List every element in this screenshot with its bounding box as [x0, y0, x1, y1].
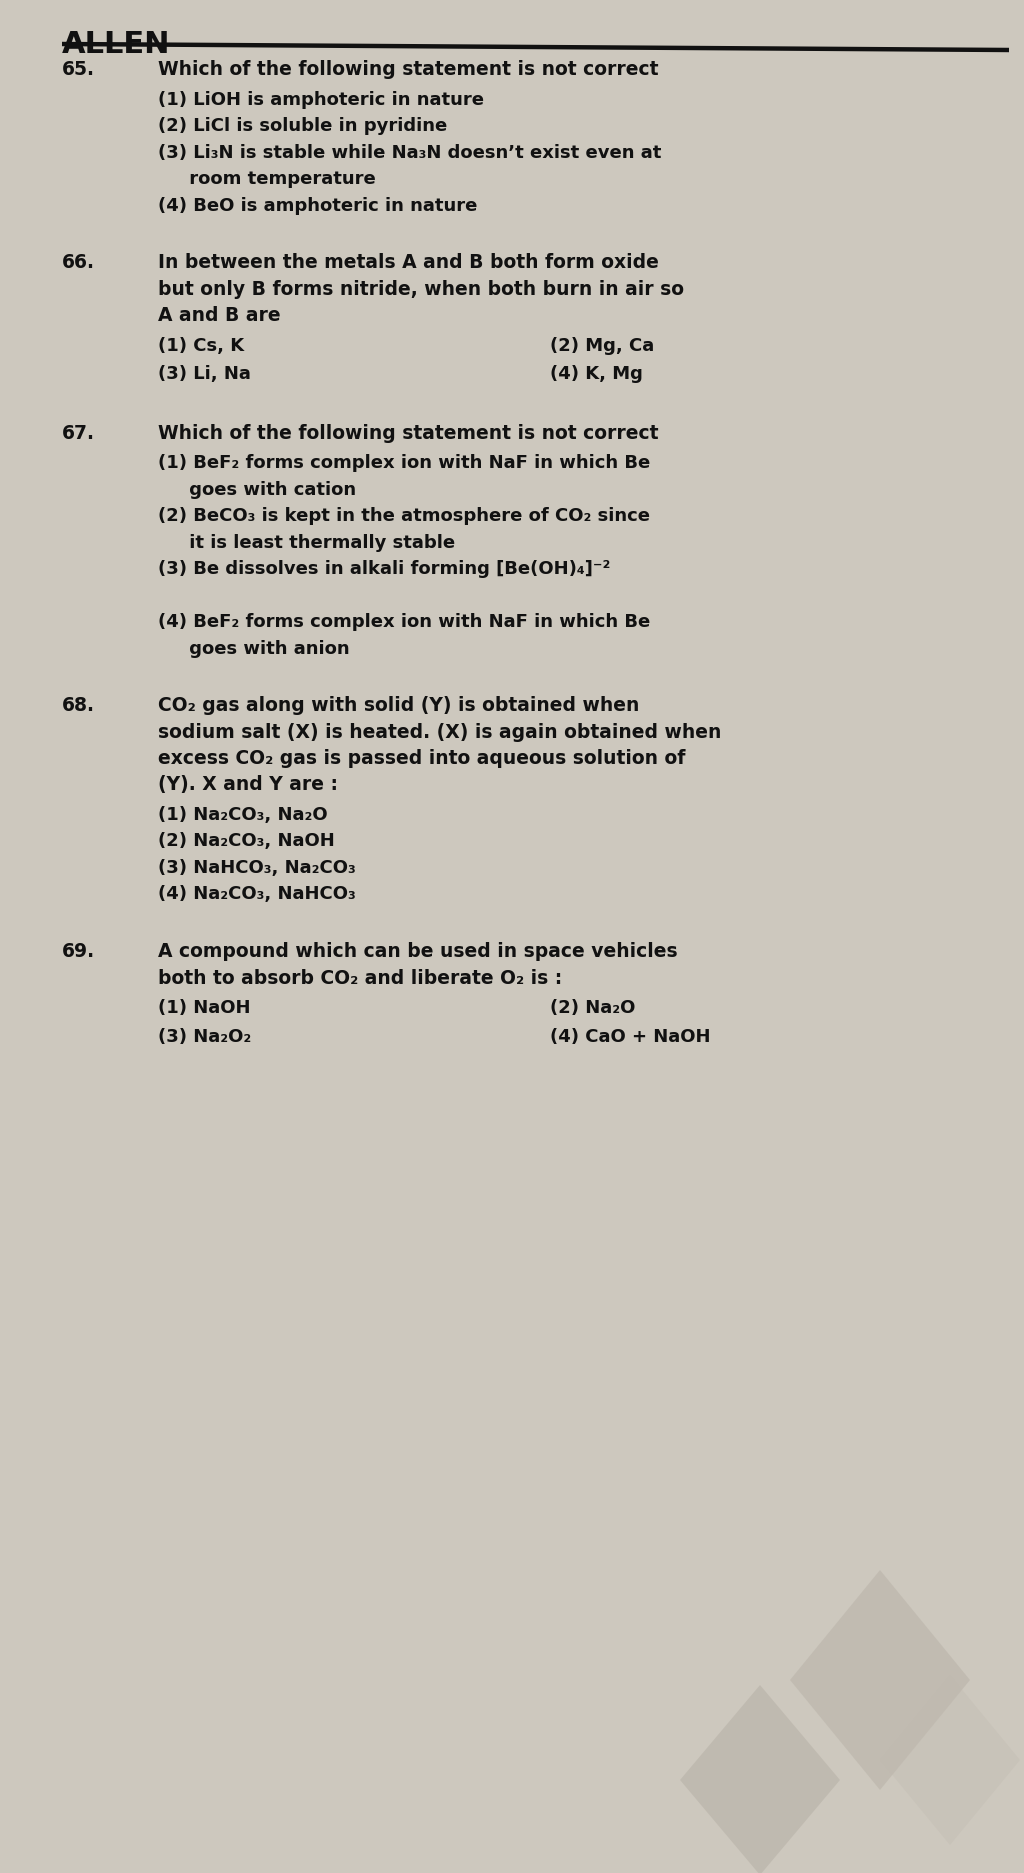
- Text: In between the metals A and B both form oxide: In between the metals A and B both form …: [158, 253, 658, 272]
- Text: (2) Na₂O: (2) Na₂O: [550, 998, 635, 1017]
- Text: CO₂ gas along with solid (Y) is obtained when: CO₂ gas along with solid (Y) is obtained…: [158, 697, 639, 715]
- Text: room temperature: room temperature: [158, 170, 376, 187]
- Text: goes with cation: goes with cation: [158, 481, 356, 498]
- Text: sodium salt (X) is heated. (X) is again obtained when: sodium salt (X) is heated. (X) is again …: [158, 723, 721, 742]
- Text: (1) Cs, K: (1) Cs, K: [158, 337, 244, 354]
- Text: (2) Na₂CO₃, NaOH: (2) Na₂CO₃, NaOH: [158, 832, 335, 850]
- Text: (3) Na₂O₂: (3) Na₂O₂: [158, 1028, 251, 1045]
- Text: (2) LiCl is soluble in pyridine: (2) LiCl is soluble in pyridine: [158, 116, 447, 135]
- Polygon shape: [880, 1674, 1020, 1845]
- Text: ALLEN: ALLEN: [62, 30, 171, 60]
- Text: both to absorb CO₂ and liberate O₂ is :: both to absorb CO₂ and liberate O₂ is :: [158, 968, 562, 987]
- Text: excess CO₂ gas is passed into aqueous solution of: excess CO₂ gas is passed into aqueous so…: [158, 749, 685, 768]
- Text: (4) BeO is amphoteric in nature: (4) BeO is amphoteric in nature: [158, 197, 477, 215]
- Text: (Y). X and Y are :: (Y). X and Y are :: [158, 775, 338, 794]
- Text: A compound which can be used in space vehicles: A compound which can be used in space ve…: [158, 942, 678, 961]
- Text: but only B forms nitride, when both burn in air so: but only B forms nitride, when both burn…: [158, 279, 684, 298]
- Text: Which of the following statement is not correct: Which of the following statement is not …: [158, 423, 658, 442]
- Text: (3) Be dissolves in alkali forming [Be(OH)₄]⁻²: (3) Be dissolves in alkali forming [Be(O…: [158, 560, 610, 579]
- Text: (2) Mg, Ca: (2) Mg, Ca: [550, 337, 654, 354]
- Text: (1) LiOH is amphoteric in nature: (1) LiOH is amphoteric in nature: [158, 90, 484, 109]
- Text: (3) Li, Na: (3) Li, Na: [158, 365, 251, 382]
- Text: Which of the following statement is not correct: Which of the following statement is not …: [158, 60, 658, 79]
- Text: (1) NaOH: (1) NaOH: [158, 998, 251, 1017]
- Text: (3) NaHCO₃, Na₂CO₃: (3) NaHCO₃, Na₂CO₃: [158, 860, 355, 877]
- Text: 67.: 67.: [62, 423, 95, 442]
- Text: (2) BeCO₃ is kept in the atmosphere of CO₂ since: (2) BeCO₃ is kept in the atmosphere of C…: [158, 508, 650, 524]
- Text: (1) BeF₂ forms complex ion with NaF in which Be: (1) BeF₂ forms complex ion with NaF in w…: [158, 453, 650, 472]
- Text: it is least thermally stable: it is least thermally stable: [158, 534, 455, 551]
- Polygon shape: [790, 1570, 970, 1791]
- Text: 69.: 69.: [62, 942, 95, 961]
- Text: (4) Na₂CO₃, NaHCO₃: (4) Na₂CO₃, NaHCO₃: [158, 886, 355, 903]
- Text: (3) Li₃N is stable while Na₃N doesn’t exist even at: (3) Li₃N is stable while Na₃N doesn’t ex…: [158, 144, 662, 161]
- Polygon shape: [680, 1686, 840, 1873]
- Text: 68.: 68.: [62, 697, 95, 715]
- Text: 66.: 66.: [62, 253, 95, 272]
- Text: (4) CaO + NaOH: (4) CaO + NaOH: [550, 1028, 711, 1045]
- Text: (1) Na₂CO₃, Na₂O: (1) Na₂CO₃, Na₂O: [158, 805, 328, 824]
- Text: (4) K, Mg: (4) K, Mg: [550, 365, 643, 382]
- Text: A and B are: A and B are: [158, 305, 281, 326]
- Text: goes with anion: goes with anion: [158, 639, 349, 657]
- Text: (4) BeF₂ forms complex ion with NaF in which Be: (4) BeF₂ forms complex ion with NaF in w…: [158, 612, 650, 631]
- Text: 65.: 65.: [62, 60, 95, 79]
